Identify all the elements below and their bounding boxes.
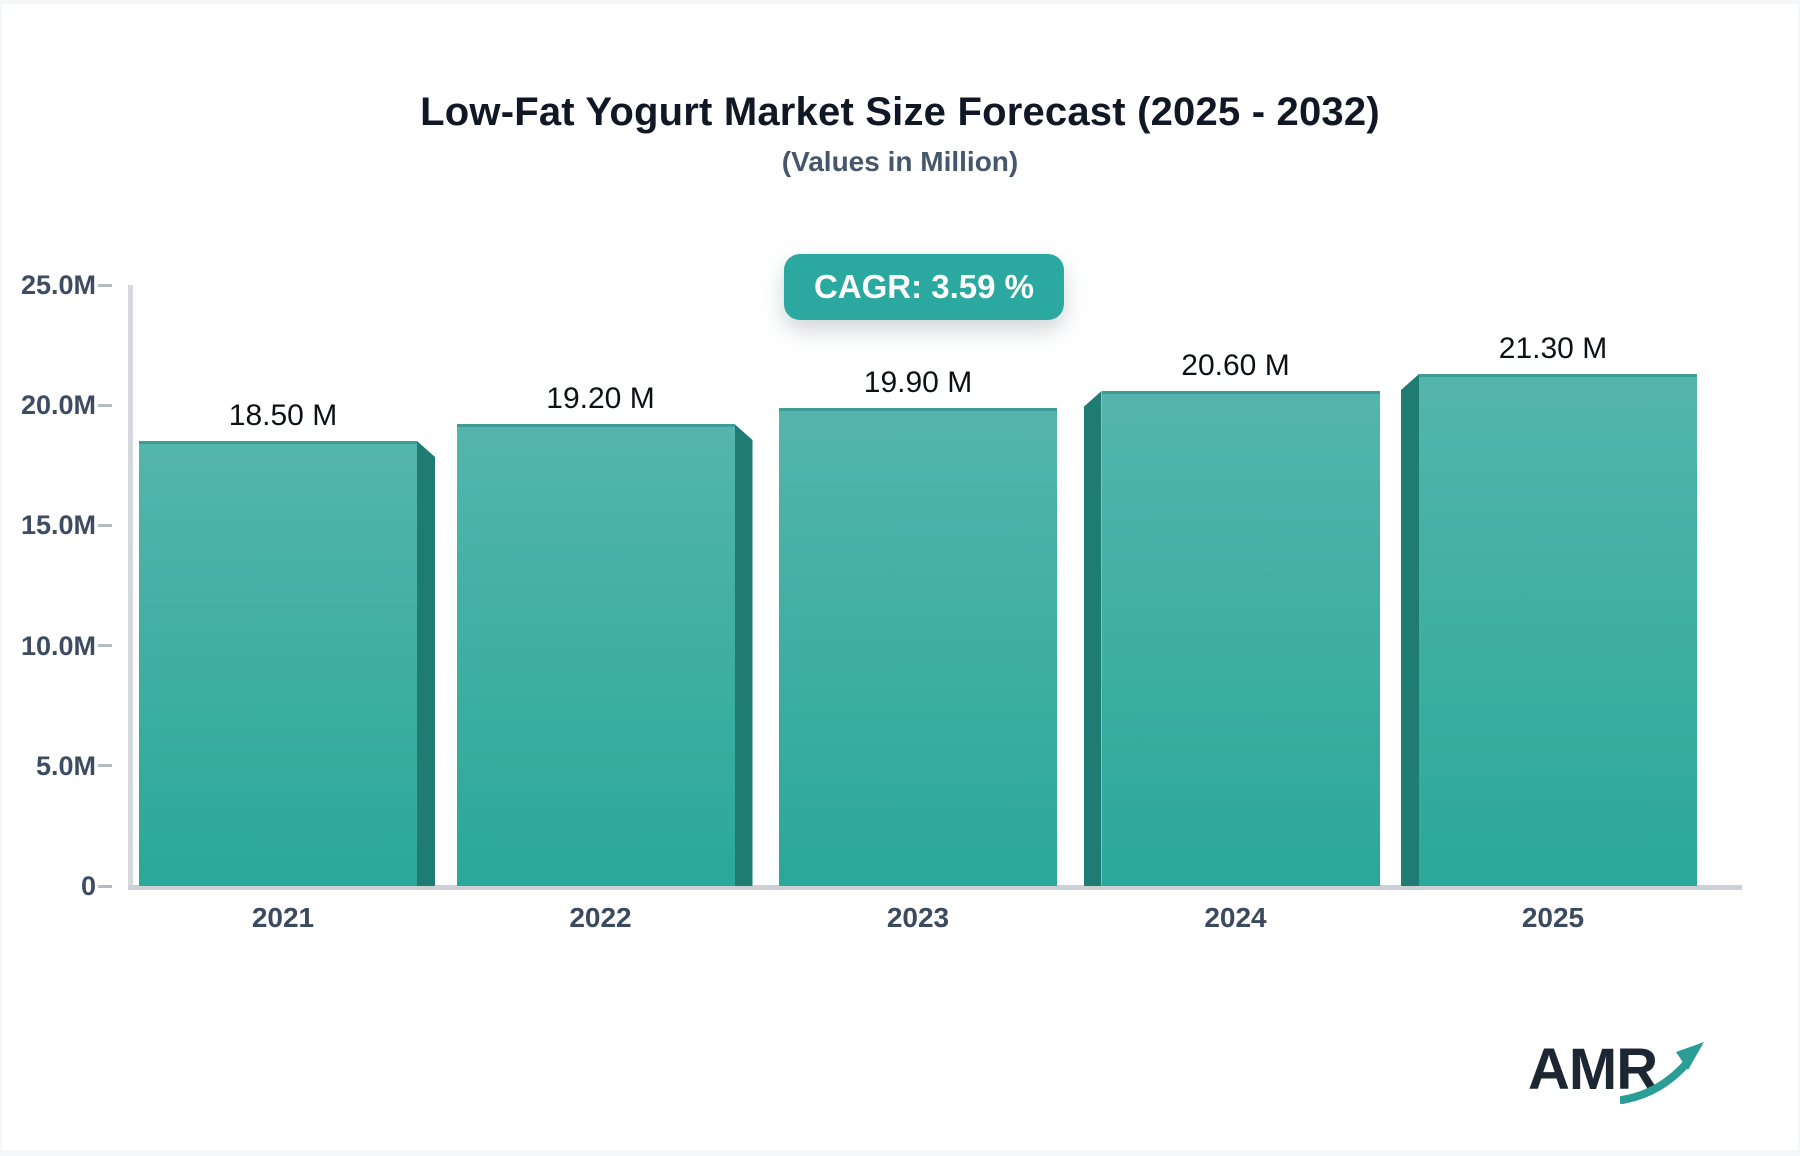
chart-title: Low-Fat Yogurt Market Size Forecast (202… xyxy=(420,90,1380,134)
bar-side-face xyxy=(734,424,753,886)
cagr-badge: CAGR: 3.59 % xyxy=(783,254,1065,320)
y-tick-dash xyxy=(98,283,112,287)
bar-front xyxy=(1101,391,1380,886)
y-tick-dash xyxy=(98,644,112,648)
x-axis-label: 2022 xyxy=(569,902,632,933)
y-tick-label: 20.0M xyxy=(20,390,96,421)
chart-subtitle: (Values in Million) xyxy=(781,146,1019,177)
y-tick-label: 15.0M xyxy=(20,510,96,541)
x-axis-label: 2024 xyxy=(1204,902,1267,933)
y-tick-dash xyxy=(98,403,112,407)
y-tick-label: 0 xyxy=(80,871,96,901)
bar-side-face xyxy=(417,441,435,886)
growth-arrow-icon xyxy=(1620,1042,1704,1104)
bar-front xyxy=(779,408,1057,886)
cagr-badge-label: CAGR: 3.59 % xyxy=(813,268,1035,305)
bar-value-label: 18.50 M xyxy=(228,399,338,432)
y-tick-label: 10.0M xyxy=(20,630,96,661)
bar-side-face xyxy=(1401,374,1419,886)
x-axis-label: 2023 xyxy=(886,902,950,933)
y-tick-label: 5.0M xyxy=(35,750,96,781)
bar-value-label: 19.90 M xyxy=(863,366,973,399)
x-axis-line xyxy=(128,885,1742,890)
y-tick-label: 25.0M xyxy=(20,270,96,300)
amr-logo-text: AMR xyxy=(1528,1037,1658,1102)
x-axis-label: 2025 xyxy=(1521,902,1585,933)
bar-front xyxy=(1419,374,1697,886)
y-tick-dash xyxy=(98,523,112,527)
bar-front xyxy=(456,424,735,886)
amr-logo: AMR xyxy=(1528,1036,1758,1126)
x-axis-label: 2021 xyxy=(251,902,315,933)
bar-value-label: 19.20 M xyxy=(546,382,655,415)
bar-front xyxy=(139,441,417,886)
y-tick-dash xyxy=(98,884,112,888)
bar-value-label: 20.60 M xyxy=(1181,349,1290,382)
bar-value-label: 21.30 M xyxy=(1498,332,1608,365)
y-tick-dash xyxy=(98,764,112,768)
y-axis-line xyxy=(128,285,133,890)
bar-side-face xyxy=(1083,391,1102,886)
